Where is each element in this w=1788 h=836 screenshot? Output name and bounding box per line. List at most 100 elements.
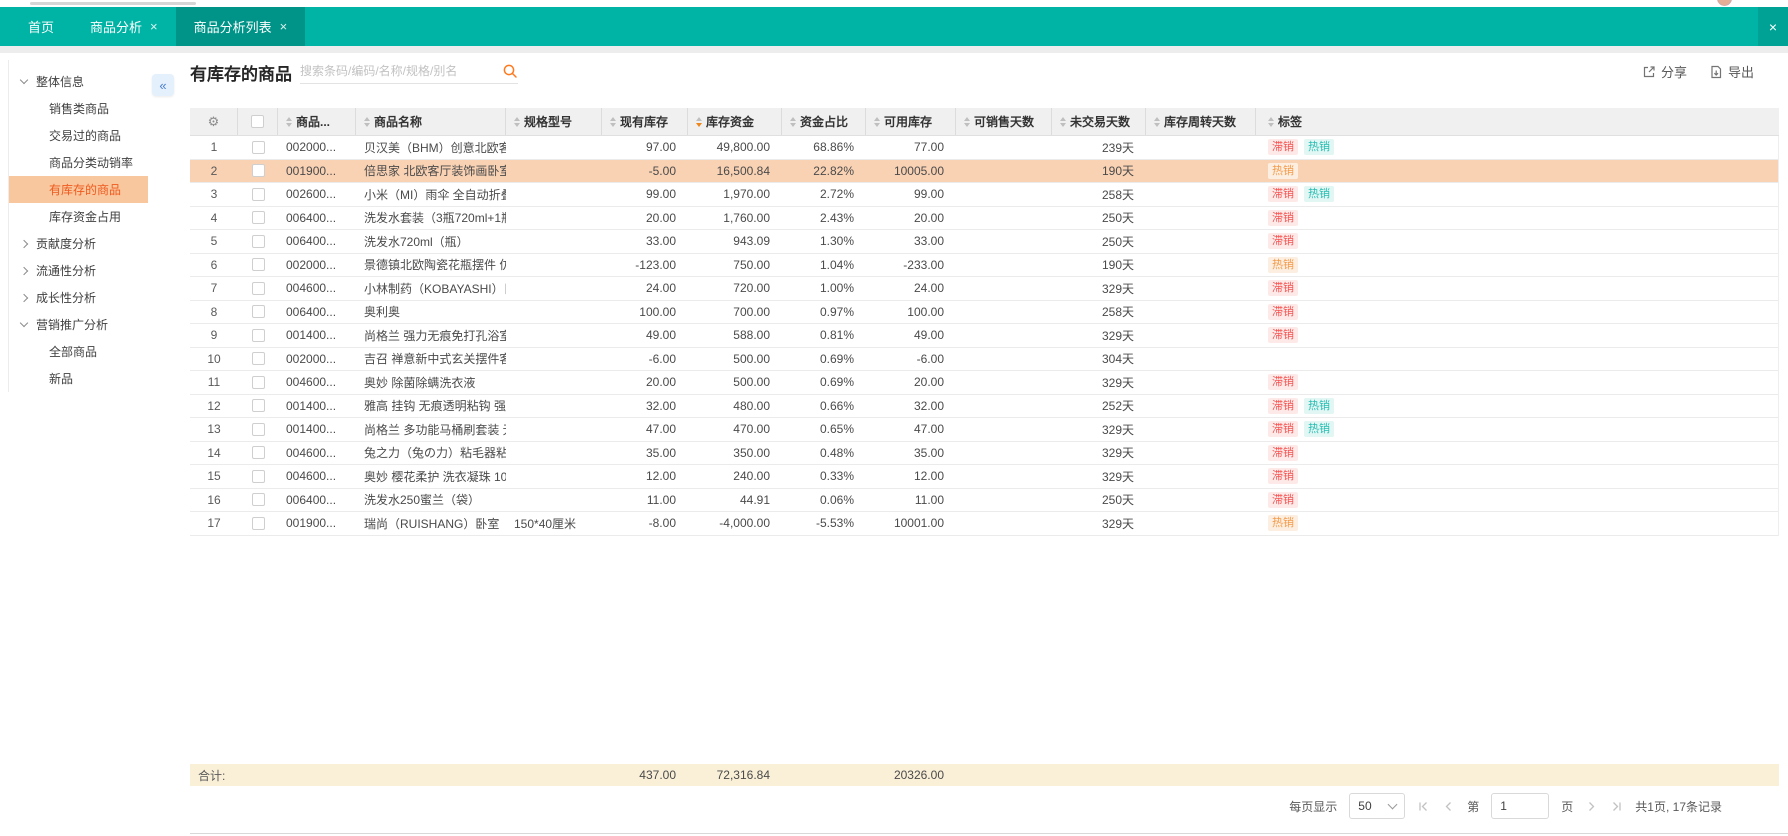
tab-2[interactable]: 商品分析 × <box>72 7 176 46</box>
sidebar-item[interactable]: 有库存的商品 <box>9 176 148 203</box>
page-title: 有库存的商品 <box>190 65 292 84</box>
table-row[interactable]: 13 001400... 尚格兰 多功能马桶刷套装 无 47.00 470.00… <box>190 418 1778 442</box>
sidebar-item[interactable]: 商品分类动销率 <box>9 149 148 176</box>
table-row[interactable]: 11 004600... 奥妙 除菌除螨洗衣液 20.00 500.00 0.6… <box>190 371 1778 395</box>
table-row[interactable]: 17 001900... 瑞尚（RUISHANG）卧室 150*40厘米 -8.… <box>190 512 1778 536</box>
export-button[interactable]: 导出 <box>1709 62 1754 81</box>
row-checkbox[interactable] <box>251 422 265 436</box>
column-header-商品名称[interactable]: 商品名称 <box>356 108 506 135</box>
sidebar-item[interactable]: 整体信息 <box>9 68 148 95</box>
sort-icon[interactable] <box>790 116 796 127</box>
sidebar-item[interactable]: 库存资金占用 <box>9 203 148 230</box>
row-checkbox[interactable] <box>251 234 265 248</box>
row-checkbox[interactable] <box>251 399 265 413</box>
gear-icon[interactable]: ⚙ <box>207 113 220 129</box>
column-header-checkbox[interactable] <box>238 108 278 135</box>
tab-3[interactable]: 商品分析列表 × <box>175 7 306 46</box>
spec-model <box>506 301 602 324</box>
table-row[interactable]: 3 002600... 小米（MI）雨伞 全自动折叠 99.00 1,970.0… <box>190 183 1778 207</box>
sort-icon[interactable] <box>1154 116 1160 127</box>
sidebar-item[interactable]: 成长性分析 <box>9 284 148 311</box>
row-checkbox[interactable] <box>251 140 265 154</box>
search-input[interactable] <box>300 63 502 78</box>
tags-cell: 滞销 热销 <box>1256 183 1778 206</box>
table-row[interactable]: 9 001400... 尚格兰 强力无痕免打孔浴室 49.00 588.00 0… <box>190 324 1778 348</box>
sort-icon[interactable] <box>874 116 880 127</box>
row-checkbox[interactable] <box>251 493 265 507</box>
table-row[interactable]: 7 004600... 小林制药（KOBAYASHI）日 24.00 720.0… <box>190 277 1778 301</box>
share-button[interactable]: 分享 <box>1642 62 1687 81</box>
sidebar-item[interactable]: 销售类商品 <box>9 95 148 122</box>
row-checkbox[interactable] <box>251 258 265 272</box>
row-checkbox[interactable] <box>251 469 265 483</box>
next-page-button[interactable] <box>1585 800 1598 813</box>
table-row[interactable]: 6 002000... 景德镇北欧陶瓷花瓶摆件 仿 -123.00 750.00… <box>190 253 1778 277</box>
sidebar-item[interactable]: 流通性分析 <box>9 257 148 284</box>
turnover-days <box>1146 324 1256 347</box>
sort-icon[interactable] <box>286 116 292 127</box>
sort-icon[interactable] <box>1268 116 1274 127</box>
sort-icon[interactable] <box>364 116 370 127</box>
tab-1[interactable]: 首页 <box>10 7 72 46</box>
per-page-select[interactable]: 50 <box>1349 793 1406 819</box>
row-checkbox[interactable] <box>251 352 265 366</box>
table-row[interactable]: 8 006400... 奥利奥 100.00 700.00 0.97% 100.… <box>190 300 1778 324</box>
column-header-可用库存[interactable]: 可用库存 <box>866 108 956 135</box>
column-header-可销售天数[interactable]: 可销售天数 <box>956 108 1052 135</box>
row-checkbox[interactable] <box>251 305 265 319</box>
column-header-规格型号[interactable]: 规格型号 <box>506 108 602 135</box>
sidebar-item[interactable]: 贡献度分析 <box>9 230 148 257</box>
tab-close-icon[interactable]: × <box>150 19 158 34</box>
table-row[interactable]: 4 006400... 洗发水套装（3瓶720ml+1瓶 20.00 1,760… <box>190 206 1778 230</box>
column-header-库存资金[interactable]: 库存资金 <box>688 108 782 135</box>
column-header-未交易天数[interactable]: 未交易天数 <box>1052 108 1146 135</box>
fund-ratio: 0.81% <box>819 328 854 343</box>
row-checkbox[interactable] <box>251 446 265 460</box>
table-row[interactable]: 15 004600... 奥妙 樱花柔护 洗衣凝珠 10 12.00 240.0… <box>190 465 1778 489</box>
table-row[interactable]: 2 001900... 倍思家 北欧客厅装饰画卧室 -5.00 16,500.8… <box>190 159 1778 183</box>
table-row[interactable]: 1 002000... 贝汉美（BHM）创意北欧客 97.00 49,800.0… <box>190 136 1778 160</box>
sidebar-collapse-button[interactable]: « <box>152 74 174 96</box>
row-checkbox[interactable] <box>251 164 265 178</box>
sellable-days <box>956 207 1052 230</box>
sort-icon[interactable] <box>610 116 616 127</box>
prev-page-button[interactable] <box>1442 800 1455 813</box>
sidebar-item[interactable]: 营销推广分析 <box>9 311 148 338</box>
table-row[interactable]: 12 001400... 雅高 挂钩 无痕透明粘钩 强 32.00 480.00… <box>190 394 1778 418</box>
row-checkbox-cell <box>238 183 278 206</box>
table-row[interactable]: 10 002000... 吉召 禅意新中式玄关摆件客 -6.00 500.00 … <box>190 347 1778 371</box>
row-checkbox[interactable] <box>251 211 265 225</box>
column-header-库存周转天数[interactable]: 库存周转天数 <box>1146 108 1256 135</box>
row-checkbox[interactable] <box>251 187 265 201</box>
row-checkbox[interactable] <box>251 375 265 389</box>
sort-icon[interactable] <box>1060 116 1066 127</box>
page-number-input[interactable] <box>1491 793 1550 819</box>
no-trade-days: 239天 <box>1101 140 1134 155</box>
sidebar-item[interactable]: 交易过的商品 <box>9 122 148 149</box>
last-page-button[interactable] <box>1610 800 1623 813</box>
sort-icon[interactable] <box>964 116 970 127</box>
tab-close-icon[interactable]: × <box>279 19 288 34</box>
select-all-checkbox[interactable] <box>251 115 264 128</box>
row-checkbox[interactable] <box>251 328 265 342</box>
spec-model <box>506 418 602 441</box>
column-header-资金占比[interactable]: 资金占比 <box>782 108 866 135</box>
sidebar-item[interactable]: 全部商品 <box>9 338 148 365</box>
search-box <box>300 58 518 84</box>
table-row[interactable]: 14 004600... 兔之力（兔の力）粘毛器粘 35.00 350.00 0… <box>190 441 1778 465</box>
available-stock: 10005.00 <box>893 163 944 178</box>
window-close-button[interactable]: × <box>1758 7 1788 46</box>
sort-icon[interactable] <box>514 116 520 127</box>
search-icon[interactable] <box>502 63 518 79</box>
column-header-现有库存[interactable]: 现有库存 <box>602 108 688 135</box>
first-page-button[interactable] <box>1417 800 1430 813</box>
column-header-标签[interactable]: 标签 <box>1256 108 1779 135</box>
sort-icon[interactable] <box>696 116 702 127</box>
row-checkbox[interactable] <box>251 516 265 530</box>
column-header-gear[interactable]: ⚙ <box>190 108 238 135</box>
table-row[interactable]: 5 006400... 洗发水720ml（瓶） 33.00 943.09 1.3… <box>190 230 1778 254</box>
row-checkbox[interactable] <box>251 281 265 295</box>
sidebar-item[interactable]: 新品 <box>9 365 148 392</box>
table-row[interactable]: 16 006400... 洗发水250蜜兰（袋） 11.00 44.91 0.0… <box>190 488 1778 512</box>
column-header-商品...[interactable]: 商品... <box>278 108 356 135</box>
